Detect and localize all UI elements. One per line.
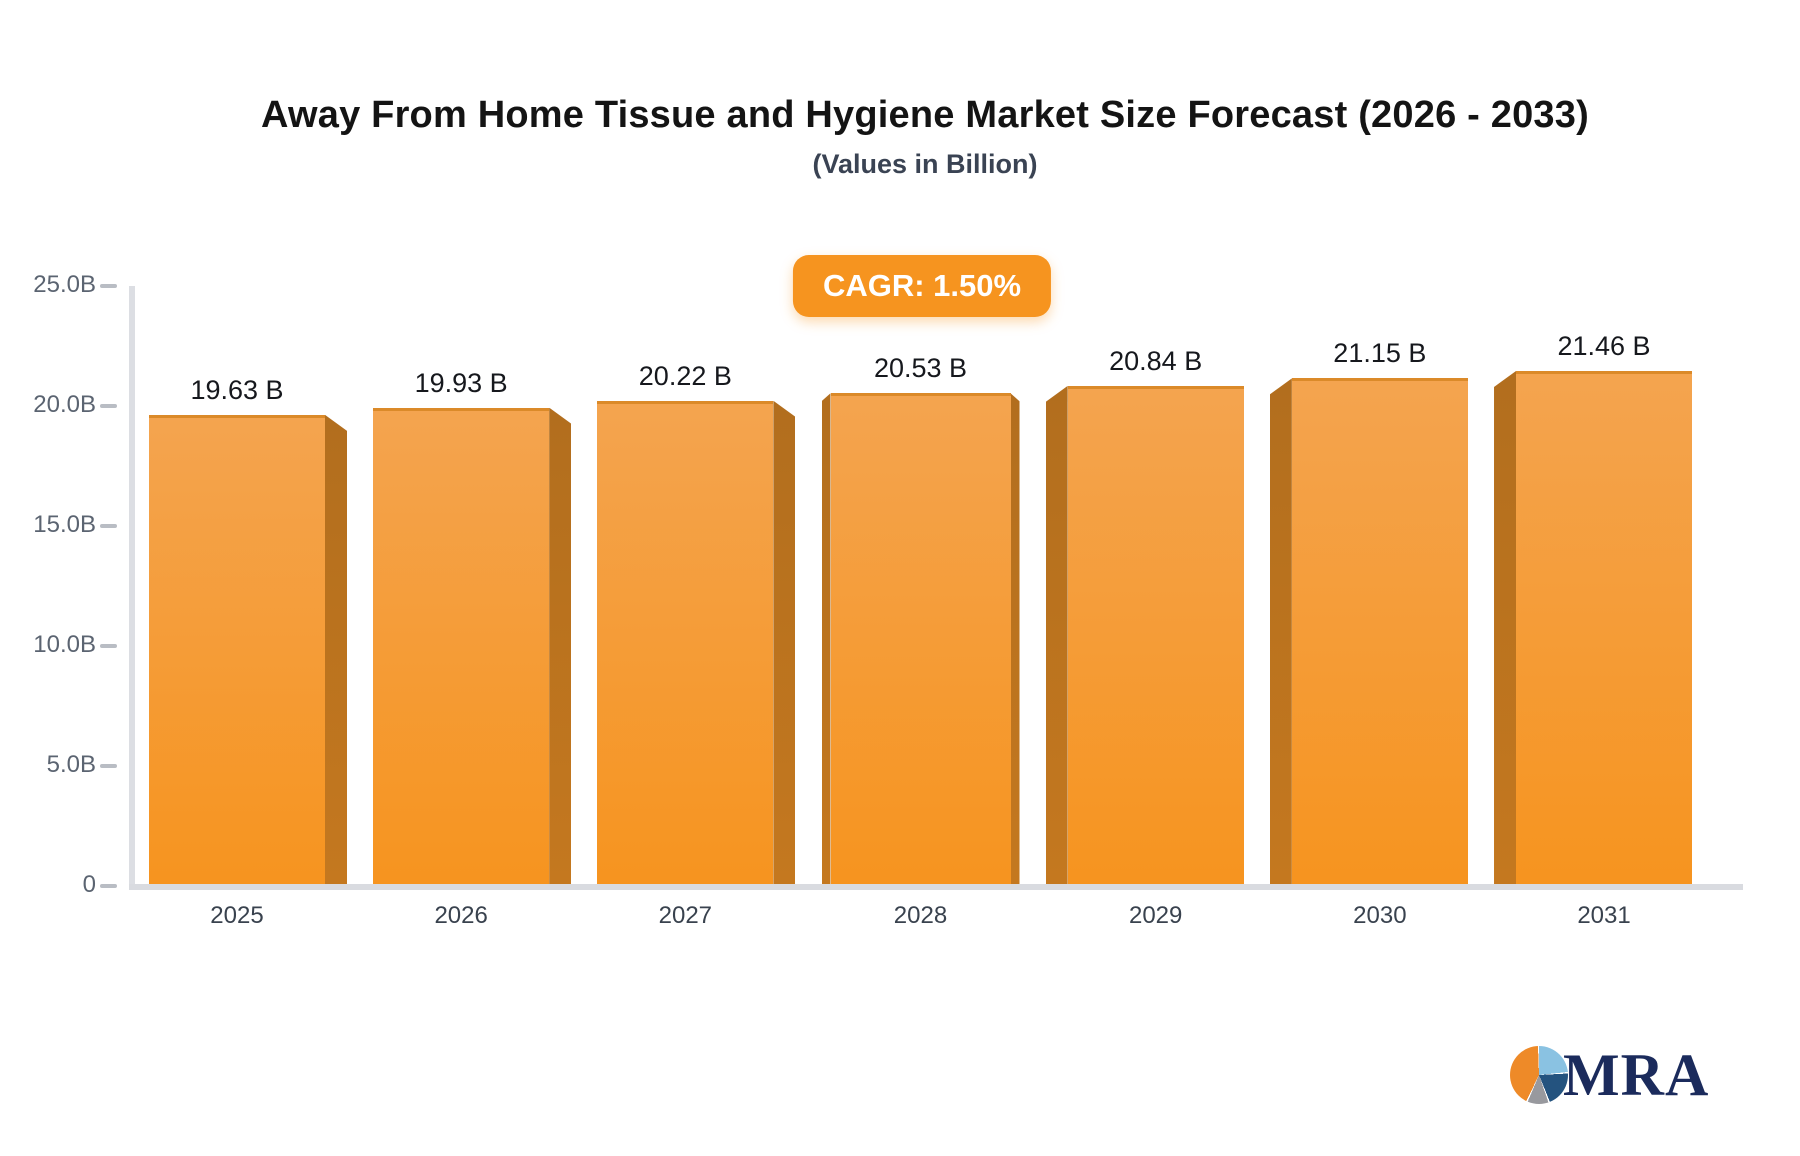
x-category-label: 2027 (658, 902, 713, 929)
x-category-label: 2030 (1353, 902, 1407, 929)
bar-face (1291, 378, 1468, 886)
bar-value-label: 20.84 B (1109, 345, 1203, 376)
bar-side-shadow (1269, 378, 1292, 886)
bar-value-label: 20.53 B (873, 353, 968, 384)
x-category-label: 2025 (210, 902, 264, 929)
bar-value-label: 19.63 B (190, 374, 284, 405)
bar (1269, 378, 1468, 886)
x-category-label: 2026 (434, 902, 488, 929)
bar-side-shadow (821, 393, 831, 886)
chart-title: Away From Home Tissue and Hygiene Market… (261, 94, 1589, 136)
bar-side-shadow (1010, 393, 1020, 886)
bar-face (597, 400, 774, 886)
y-tick-label: 20.0B (33, 391, 96, 418)
x-axis-line (129, 884, 1743, 890)
y-tick-label: 0 (82, 871, 96, 898)
bar-value-label: 21.15 B (1333, 338, 1427, 369)
y-tick-label: 5.0B (46, 751, 96, 778)
chart-subtitle: (Values in Billion) (812, 149, 1038, 179)
bar-value-label: 19.93 B (414, 367, 508, 398)
x-category-label: 2031 (1577, 902, 1631, 929)
bar-value-label: 20.22 B (638, 360, 732, 391)
y-tick-mark (100, 884, 117, 888)
brand-logo: MRA (1510, 1042, 1710, 1108)
bar-side-shadow (1494, 370, 1517, 886)
bar-face (1067, 385, 1244, 886)
bar (149, 414, 347, 886)
y-tick-mark (100, 644, 117, 648)
y-tick-mark (100, 284, 117, 288)
brand-logo-text: MRA (1563, 1042, 1710, 1108)
x-category-label: 2028 (893, 902, 948, 929)
y-tick-mark (100, 764, 117, 768)
y-axis-line (129, 286, 135, 886)
bar-side-shadow (773, 400, 796, 886)
bar-face (373, 407, 550, 886)
y-tick-mark (100, 524, 117, 528)
bar-side-shadow (549, 407, 572, 886)
cagr-badge: CAGR: 1.50% (792, 255, 1052, 317)
bar (373, 407, 572, 886)
bar (1494, 370, 1693, 886)
bar-value-label: 21.46 B (1557, 330, 1651, 361)
bar-side-shadow (1045, 385, 1068, 886)
bar-face (830, 393, 1011, 886)
y-tick-label: 25.0B (33, 271, 96, 298)
pie-chart-logo-icon (1510, 1046, 1568, 1104)
x-category-label: 2029 (1128, 902, 1183, 929)
y-tick-label: 15.0B (33, 511, 96, 538)
y-tick-mark (100, 404, 117, 408)
bar-face (149, 414, 325, 886)
bar-side-shadow (325, 414, 347, 886)
bar (1045, 385, 1244, 886)
bar-face (1516, 370, 1693, 886)
bar (821, 393, 1020, 886)
y-tick-label: 10.0B (33, 631, 96, 658)
bar (597, 400, 796, 886)
